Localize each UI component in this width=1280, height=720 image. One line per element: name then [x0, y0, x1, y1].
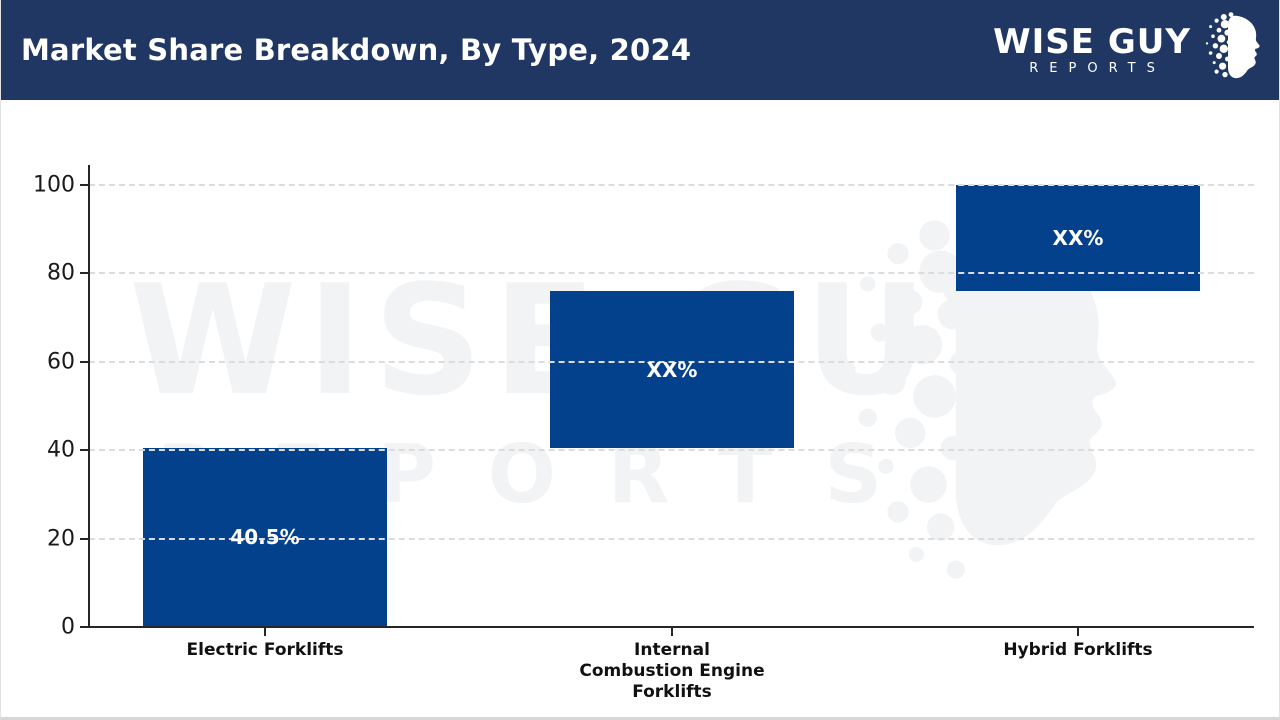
bar-value-label: 40.5%	[230, 525, 300, 550]
header-bar: Market Share Breakdown, By Type, 2024 WI…	[1, 0, 1279, 100]
logo-reports-text: REPORTS	[1029, 61, 1166, 76]
x-category-label-internal-combustion-engine-forklifts: Internal Combustion Engine Forklifts	[579, 640, 765, 702]
bar-internal-combustion-engine-forklifts	[550, 291, 794, 448]
bar-electric-forklifts	[143, 447, 387, 627]
logo-text: WISE GUY REPORTS	[993, 24, 1191, 76]
y-tick-label: 40	[47, 437, 75, 463]
gridline-100	[89, 184, 1254, 186]
x-axis-spine	[88, 626, 1254, 628]
wise-guy-reports-logo: WISE GUY REPORTS	[993, 10, 1267, 90]
y-tick-label: 60	[47, 349, 75, 375]
page-title: Market Share Breakdown, By Type, 2024	[21, 33, 692, 67]
bar-value-label: XX%	[646, 357, 698, 382]
y-tick-label: 0	[61, 614, 75, 640]
y-tick-mark	[80, 449, 88, 452]
watermark-face-icon	[843, 211, 1117, 579]
gridline-60	[89, 360, 1254, 363]
x-tick-mark	[264, 628, 266, 636]
y-tick-mark	[80, 537, 88, 540]
gridline-80	[89, 272, 1254, 275]
y-tick-mark	[80, 360, 88, 363]
gridline-20	[89, 537, 1254, 540]
x-tick-mark	[671, 628, 673, 636]
y-axis-spine	[88, 165, 90, 628]
x-tick-mark	[1077, 628, 1079, 636]
y-tick-label: 100	[33, 172, 75, 198]
y-tick-label: 80	[47, 260, 75, 286]
x-category-label-electric-forklifts: Electric Forklifts	[186, 640, 344, 660]
wise-guy-logo-face-icon	[1205, 12, 1260, 79]
x-category-label-hybrid-forklifts: Hybrid Forklifts	[1003, 640, 1153, 660]
gridline-40	[89, 449, 1254, 452]
y-tick-mark	[80, 272, 88, 275]
y-tick-mark	[80, 626, 88, 628]
bar-value-label: XX%	[1052, 226, 1104, 251]
y-tick-label: 20	[47, 526, 75, 552]
y-tick-mark	[80, 184, 88, 186]
logo-wiseguy-text: WISE GUY	[993, 22, 1191, 62]
